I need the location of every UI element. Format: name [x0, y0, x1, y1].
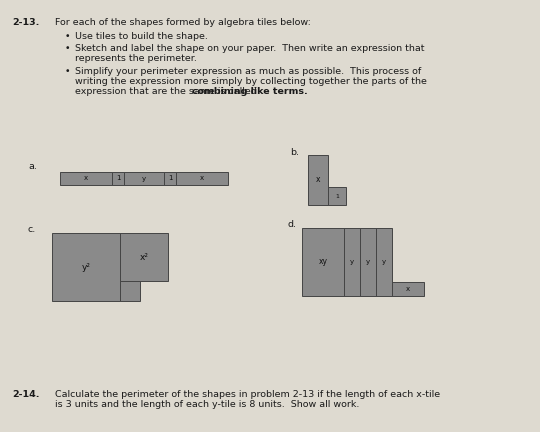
Text: x: x — [406, 286, 410, 292]
Text: Calculate the perimeter of the shapes in problem 2-13 if the length of each x-ti: Calculate the perimeter of the shapes in… — [55, 390, 440, 399]
Text: 2-13.: 2-13. — [12, 18, 39, 27]
Bar — [52, 233, 120, 301]
Bar — [308, 155, 328, 205]
Bar — [164, 172, 176, 185]
Bar — [176, 172, 228, 185]
Text: a.: a. — [28, 162, 37, 171]
Bar — [120, 233, 168, 281]
Text: c.: c. — [28, 225, 36, 234]
Text: x: x — [316, 175, 320, 184]
Text: Simplify your perimeter expression as much as possible.  This process of: Simplify your perimeter expression as mu… — [75, 67, 421, 76]
Bar — [392, 282, 424, 296]
Bar — [360, 228, 376, 296]
Bar — [328, 187, 346, 205]
Bar — [344, 228, 360, 296]
Text: 1: 1 — [116, 175, 120, 181]
Text: xy: xy — [319, 257, 327, 267]
Text: 1: 1 — [335, 194, 339, 198]
Bar — [120, 281, 140, 301]
Text: y: y — [382, 259, 386, 265]
Text: combining like terms.: combining like terms. — [192, 87, 307, 96]
Text: x: x — [200, 175, 204, 181]
Text: For each of the shapes formed by algebra tiles below:: For each of the shapes formed by algebra… — [55, 18, 311, 27]
Text: represents the perimeter.: represents the perimeter. — [75, 54, 197, 63]
Text: writing the expression more simply by collecting together the parts of the: writing the expression more simply by co… — [75, 77, 427, 86]
Text: •: • — [65, 67, 71, 76]
Text: 2-14.: 2-14. — [12, 390, 39, 399]
Bar — [302, 228, 344, 296]
Text: x: x — [84, 175, 88, 181]
Text: d.: d. — [287, 220, 296, 229]
Text: Use tiles to build the shape.: Use tiles to build the shape. — [75, 32, 208, 41]
Text: is 3 units and the length of each y-tile is 8 units.  Show all work.: is 3 units and the length of each y-tile… — [55, 400, 360, 409]
Text: b.: b. — [290, 148, 299, 157]
Text: Sketch and label the shape on your paper.  Then write an expression that: Sketch and label the shape on your paper… — [75, 44, 424, 53]
Bar — [376, 228, 392, 296]
Text: •: • — [65, 32, 71, 41]
Text: •: • — [65, 44, 71, 53]
Text: y: y — [366, 259, 370, 265]
Text: 1: 1 — [168, 175, 172, 181]
Text: x²: x² — [139, 252, 148, 261]
Bar — [112, 172, 124, 185]
Bar — [60, 172, 112, 185]
Text: expression that are the same is called: expression that are the same is called — [75, 87, 260, 96]
Text: y: y — [142, 175, 146, 181]
Text: y²: y² — [82, 263, 91, 271]
Bar — [124, 172, 164, 185]
Text: y: y — [350, 259, 354, 265]
